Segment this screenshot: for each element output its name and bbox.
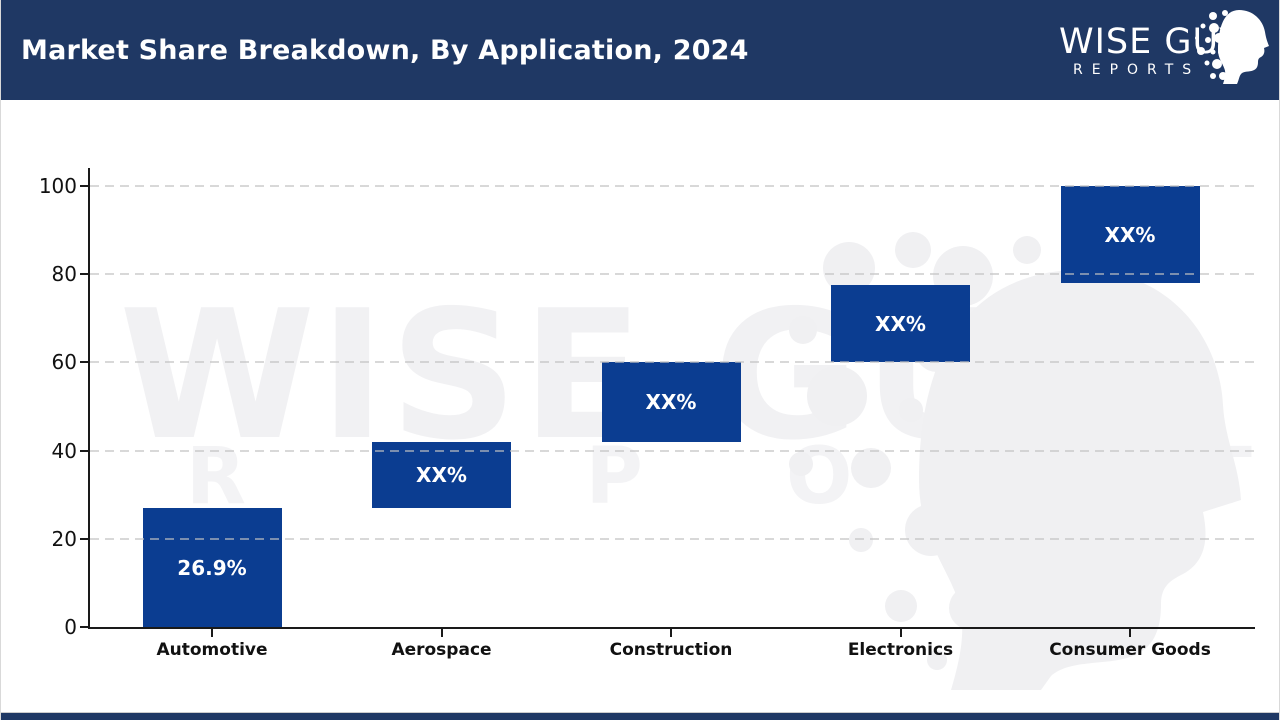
x-category-label: Construction xyxy=(609,640,733,660)
x-tick-2 xyxy=(670,629,672,637)
wiseguy-logo: WISE GUY REPORTS xyxy=(1021,6,1271,94)
logo-face-icon xyxy=(1195,10,1269,84)
y-tick-100 xyxy=(80,185,88,187)
x-axis-line xyxy=(88,627,1255,629)
gridline-40 xyxy=(90,449,1255,452)
bar-value-label: 26.9% xyxy=(177,555,247,580)
y-tick-0 xyxy=(80,626,88,628)
y-axis-line xyxy=(88,168,90,629)
gridline-60 xyxy=(90,361,1255,364)
x-category-label: Electronics xyxy=(847,640,954,660)
x-category-label: Consumer Goods xyxy=(1049,640,1211,660)
y-tick-label: 20 xyxy=(51,526,77,551)
header-band: Market Share Breakdown, By Application, … xyxy=(1,0,1279,100)
watermark-face-dots-icon xyxy=(789,232,1241,690)
gridline-100 xyxy=(90,185,1255,187)
x-tick-3 xyxy=(899,629,902,637)
gridline-80 xyxy=(90,273,1255,276)
y-tick-40 xyxy=(80,449,88,452)
bar-value-label: XX% xyxy=(416,463,467,488)
bar-consumer-goods: XX% xyxy=(1060,186,1200,284)
x-category-label: Automotive xyxy=(156,640,268,660)
y-tick-label: 60 xyxy=(51,350,77,375)
gridline-20 xyxy=(90,537,1255,540)
y-tick-label: 40 xyxy=(51,438,77,463)
page-title: Market Share Breakdown, By Application, … xyxy=(21,34,749,66)
x-tick-0 xyxy=(211,629,213,637)
x-tick-4 xyxy=(1129,629,1131,637)
bar-automotive: 26.9% xyxy=(142,508,282,627)
bar-value-label: XX% xyxy=(645,390,697,415)
bar-value-label: XX% xyxy=(1104,222,1156,247)
y-tick-60 xyxy=(80,361,88,364)
y-tick-label: 80 xyxy=(51,262,77,287)
bar-construction: XX% xyxy=(601,362,741,442)
y-tick-20 xyxy=(80,537,88,540)
footer-divider xyxy=(1,712,1279,713)
footer-band xyxy=(1,713,1279,720)
bar-value-label: XX% xyxy=(875,311,926,336)
logo-subtext: REPORTS xyxy=(1073,62,1201,78)
bar-aerospace: XX% xyxy=(372,441,511,509)
y-tick-label: 0 xyxy=(64,615,77,639)
x-tick-1 xyxy=(440,629,443,637)
y-tick-label: 100 xyxy=(38,174,77,198)
bar-electronics: XX% xyxy=(831,285,970,363)
y-tick-80 xyxy=(80,273,88,276)
x-category-label: Aerospace xyxy=(391,640,492,660)
